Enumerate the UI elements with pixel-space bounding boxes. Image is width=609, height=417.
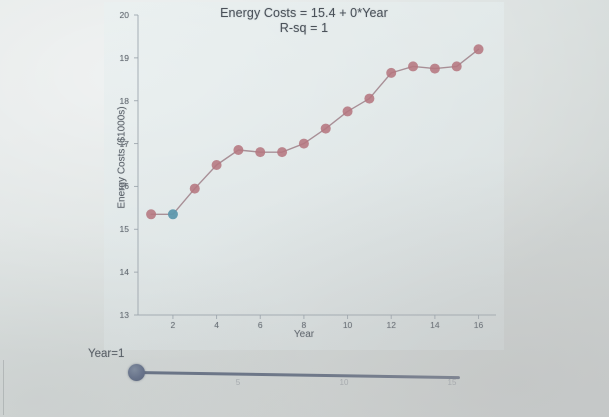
slider-tick-label: 5 xyxy=(235,378,241,387)
year-slider-control[interactable]: Year=1 5 10 15 xyxy=(88,348,468,406)
y-tick-label: 18 xyxy=(119,95,129,106)
data-point xyxy=(451,61,462,72)
data-point xyxy=(320,123,331,134)
chart-subtitle: R-sq = 1 xyxy=(279,21,329,35)
y-tick-label: 13 xyxy=(119,310,129,320)
screen-edge-line xyxy=(3,360,4,415)
year-slider-track[interactable] xyxy=(133,371,460,380)
year-slider-label: Year=1 xyxy=(88,348,125,360)
data-point xyxy=(473,44,484,55)
data-point xyxy=(408,61,419,72)
x-tick-label: 14 xyxy=(430,320,440,330)
y-tick-label: 20 xyxy=(119,10,129,20)
x-tick-label: 6 xyxy=(257,320,263,330)
x-tick-label: 16 xyxy=(473,320,484,330)
x-tick-label: 2 xyxy=(170,320,176,330)
chart-panel: Energy Costs = 15.4 + 0*Year R-sq = 1 Ye… xyxy=(104,2,504,350)
chart-plot-area xyxy=(134,14,496,319)
x-axis-title: Year xyxy=(293,329,315,340)
year-slider-handle[interactable] xyxy=(128,364,145,381)
slider-tick-label: 15 xyxy=(447,378,457,387)
data-point xyxy=(189,183,200,194)
data-point xyxy=(342,106,353,117)
y-tick-label: 17 xyxy=(119,138,129,149)
data-point xyxy=(386,67,397,78)
x-tick-label: 12 xyxy=(386,320,396,330)
slider-tick-label: 10 xyxy=(339,378,349,387)
y-tick-label: 16 xyxy=(119,181,129,192)
data-point xyxy=(255,147,266,158)
data-point xyxy=(277,147,288,158)
data-point xyxy=(298,138,309,149)
data-point xyxy=(146,209,157,220)
chart-title: Energy Costs = 15.4 + 0*Year xyxy=(220,6,388,20)
x-tick-label: 4 xyxy=(214,320,219,330)
y-tick-label: 14 xyxy=(119,267,129,278)
data-point xyxy=(429,63,440,74)
y-tick-label: 15 xyxy=(119,224,129,235)
data-point xyxy=(233,145,244,155)
data-point xyxy=(211,160,222,170)
data-point-highlighted xyxy=(167,209,178,220)
data-point xyxy=(364,93,375,104)
x-tick-label: 8 xyxy=(301,320,307,330)
y-tick-label: 19 xyxy=(119,52,129,63)
x-tick-label: 10 xyxy=(342,320,353,330)
